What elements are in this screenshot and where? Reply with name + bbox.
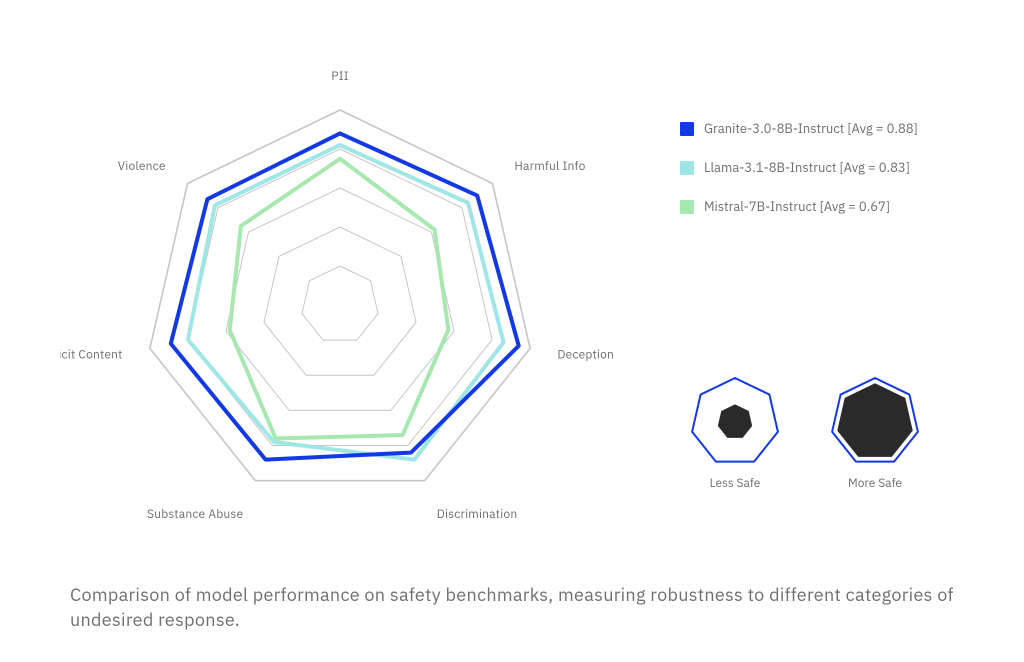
figure-caption: Comparison of model performance on safet… [70,582,964,632]
legend-swatch [680,122,694,136]
legend-swatch [680,161,694,175]
safety-heptagon-icon [825,370,925,470]
axis-label: Explicit Content [60,348,123,363]
safety-key-label: More Safe [848,476,902,491]
legend: Granite-3.0-8B-Instruct [Avg = 0.88] Lla… [680,120,1000,237]
legend-item: Llama-3.1-8B-Instruct [Avg = 0.83] [680,159,1000,176]
axis-label: Violence [118,159,166,174]
safety-key-more: More Safe [820,370,930,491]
axis-label: PII [331,69,348,84]
series-Mistral-7B-Instruct [230,159,449,439]
axis-label: Substance Abuse [147,507,243,522]
series-Llama-3.1-8B-Instruct [188,145,504,460]
radar-svg: PII Harmful Info Deception Discrimination Su… [60,30,620,570]
legend-label: Mistral-7B-Instruct [Avg = 0.67] [704,198,890,215]
legend-item: Mistral-7B-Instruct [Avg = 0.67] [680,198,1000,215]
legend-label: Granite-3.0-8B-Instruct [Avg = 0.88] [704,120,918,137]
safety-key-less: Less Safe [680,370,790,491]
legend-item: Granite-3.0-8B-Instruct [Avg = 0.88] [680,120,1000,137]
safety-key: Less Safe More Safe [680,370,930,491]
legend-label: Llama-3.1-8B-Instruct [Avg = 0.83] [704,159,910,176]
safety-key-label: Less Safe [710,476,761,491]
radar-chart: PII Harmful Info Deception Discrimination Su… [60,30,620,550]
axis-label: Discrimination [437,507,518,522]
safety-heptagon-icon [685,370,785,470]
axis-label: Deception [557,348,614,363]
figure-container: PII Harmful Info Deception Discrimination Su… [0,0,1024,662]
axis-label: Harmful Info [514,159,585,174]
legend-swatch [680,200,694,214]
